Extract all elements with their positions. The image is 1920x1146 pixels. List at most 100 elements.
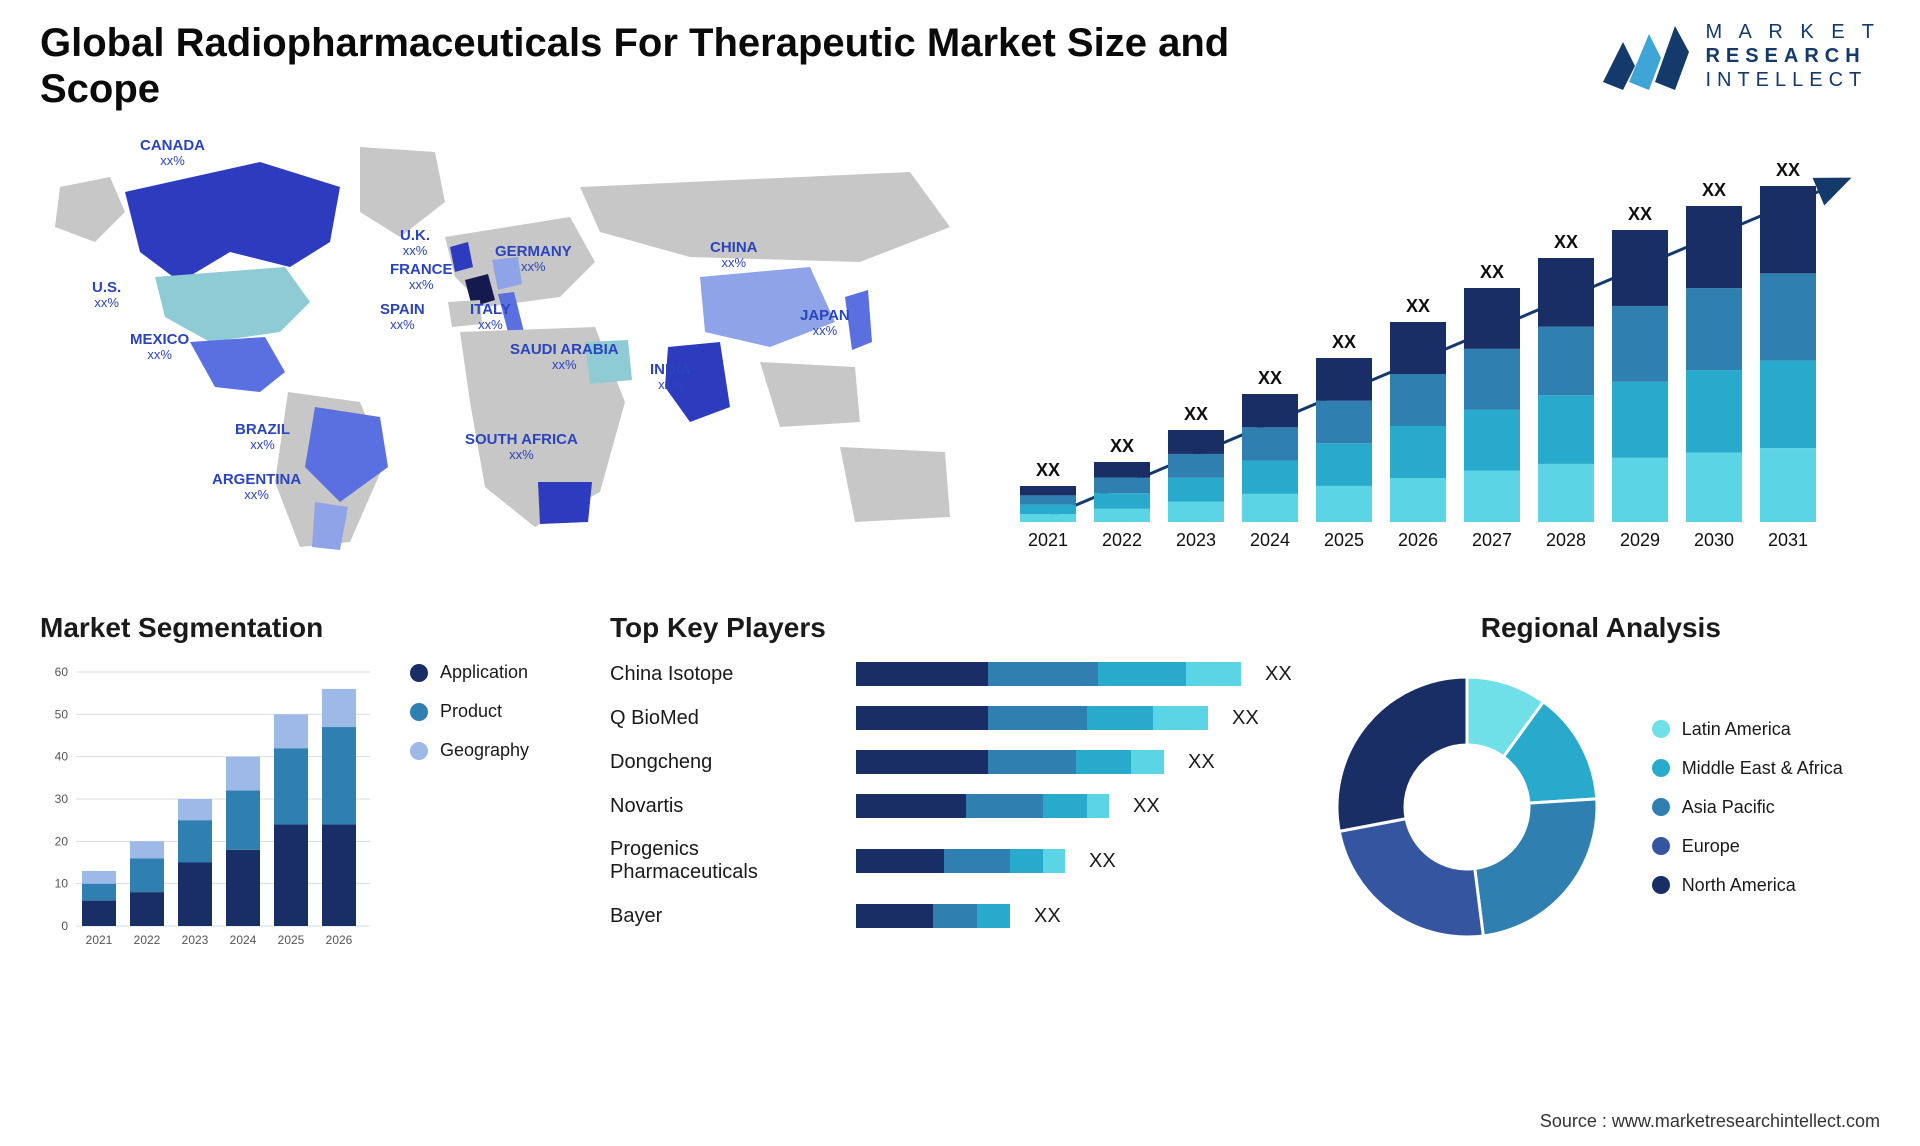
map-label-china: CHINAxx% (710, 240, 758, 269)
player-bar-seg (988, 706, 1087, 730)
player-bar-seg (856, 750, 988, 774)
player-bar-seg (1076, 750, 1131, 774)
map-label-u-k-: U.K.xx% (400, 228, 430, 257)
logo-line1: M A R K E T (1705, 20, 1880, 44)
legend-swatch (1652, 876, 1670, 894)
player-row-q-biomed: Q BioMed XX (610, 706, 1292, 730)
seg-ytick: 30 (55, 792, 69, 806)
donut-slice-north-america (1337, 677, 1467, 831)
regional-title: Regional Analysis (1322, 612, 1880, 644)
map-region-south-africa (538, 482, 592, 524)
bottom-row: Market Segmentation 01020304050602021202… (40, 612, 1880, 962)
forecast-bar-2022-seg2 (1094, 478, 1150, 494)
brand-logo: M A R K E T RESEARCH INTELLECT (1601, 20, 1880, 92)
forecast-bar-2031-seg0 (1760, 448, 1816, 522)
seg-xtick: 2022 (134, 933, 161, 947)
top-row: CANADAxx%U.S.xx%MEXICOxx%BRAZILxx%ARGENT… (40, 132, 1880, 572)
segmentation-body: 0102030405060202120222023202420252026 Ap… (40, 662, 580, 962)
forecast-bar-2029-seg3 (1612, 230, 1668, 306)
forecast-bar-2026-seg2 (1390, 374, 1446, 426)
seg-bar-2026-geography (322, 689, 356, 727)
seg-legend-product: Product (410, 701, 529, 722)
map-region-argentina (312, 502, 348, 550)
player-name: Bayer (610, 905, 840, 928)
player-bar-seg (1043, 849, 1065, 873)
map-label-spain: SPAINxx% (380, 302, 425, 331)
player-row-china-isotope: China IsotopeXX (610, 662, 1292, 686)
players-title: Top Key Players (610, 612, 1292, 644)
player-bar-seg (988, 662, 1098, 686)
regional-legend: Latin AmericaMiddle East & AfricaAsia Pa… (1652, 719, 1843, 896)
forecast-bar-2030-seg1 (1686, 370, 1742, 452)
player-value: XX (1133, 795, 1160, 818)
forecast-bar-2023-seg1 (1168, 478, 1224, 502)
forecast-value-2030: XX (1702, 180, 1726, 200)
forecast-value-2029: XX (1628, 204, 1652, 224)
regional-legend-north-america: North America (1652, 875, 1843, 896)
player-bar-seg (1043, 794, 1087, 818)
player-bar-seg (1131, 750, 1164, 774)
forecast-bar-2027-seg1 (1464, 410, 1520, 471)
regional-panel: Regional Analysis Latin AmericaMiddle Ea… (1322, 612, 1880, 962)
seg-bar-2026-product (322, 727, 356, 824)
player-value: XX (1232, 707, 1259, 730)
legend-swatch (410, 703, 428, 721)
forecast-bar-2026-seg1 (1390, 426, 1446, 478)
player-name: Progenics Pharmaceuticals (610, 838, 840, 884)
page: Global Radiopharmaceuticals For Therapeu… (0, 0, 1920, 1146)
logo-line3: INTELLECT (1705, 68, 1880, 92)
forecast-bar-2030-seg0 (1686, 452, 1742, 522)
map-label-argentina: ARGENTINAxx% (212, 472, 301, 501)
forecast-year-2021: 2021 (1028, 530, 1068, 550)
player-row-dongcheng: DongchengXX (610, 750, 1292, 774)
source-label: Source : www.marketresearchintellect.com (1540, 1111, 1880, 1132)
forecast-bar-2026-seg3 (1390, 322, 1446, 374)
header: Global Radiopharmaceuticals For Therapeu… (40, 20, 1880, 112)
world-map-panel: CANADAxx%U.S.xx%MEXICOxx%BRAZILxx%ARGENT… (40, 132, 960, 572)
seg-xtick: 2024 (230, 933, 257, 947)
forecast-year-2026: 2026 (1398, 530, 1438, 550)
legend-label: Product (440, 701, 502, 722)
forecast-bar-2027-seg2 (1464, 349, 1520, 410)
forecast-bar-2021-seg0 (1020, 514, 1076, 522)
forecast-year-2029: 2029 (1620, 530, 1660, 550)
legend-swatch (1652, 759, 1670, 777)
players-panel: Top Key Players China IsotopeXX Q BioMed X… (610, 612, 1292, 962)
regional-legend-middle-east-africa: Middle East & Africa (1652, 758, 1843, 779)
seg-bar-2021-geography (82, 871, 116, 884)
forecast-bar-2023-seg3 (1168, 430, 1224, 454)
forecast-year-2024: 2024 (1250, 530, 1290, 550)
seg-bar-2021-product (82, 884, 116, 901)
regional-donut-chart (1322, 662, 1612, 952)
player-row-novartis: Novartis XX (610, 794, 1292, 818)
forecast-value-2023: XX (1184, 404, 1208, 424)
forecast-bar-2023-seg2 (1168, 454, 1224, 478)
map-label-canada: CANADAxx% (140, 138, 205, 167)
seg-ytick: 0 (61, 919, 68, 933)
forecast-year-2022: 2022 (1102, 530, 1142, 550)
map-region-alaska (55, 177, 125, 242)
map-label-germany: GERMANYxx% (495, 244, 572, 273)
segmentation-legend: ApplicationProductGeography (410, 662, 529, 962)
donut-slice-europe (1339, 819, 1483, 937)
player-bar (856, 662, 1241, 686)
forecast-value-2026: XX (1406, 296, 1430, 316)
forecast-bar-2027-seg3 (1464, 288, 1520, 349)
forecast-bar-2022-seg0 (1094, 509, 1150, 522)
map-region-mexico (190, 337, 285, 392)
forecast-bar-2028-seg0 (1538, 464, 1594, 522)
seg-bar-2022-geography (130, 841, 164, 858)
map-region-sea (760, 362, 860, 427)
seg-bar-2022-product (130, 858, 164, 892)
player-bar-seg (856, 849, 944, 873)
player-name: Novartis (610, 795, 840, 818)
seg-xtick: 2023 (182, 933, 209, 947)
player-row-bayer: BayerXX (610, 904, 1292, 928)
forecast-year-2028: 2028 (1546, 530, 1586, 550)
player-bar-seg (1098, 662, 1186, 686)
player-bar-seg (1153, 706, 1208, 730)
seg-xtick: 2025 (278, 933, 305, 947)
player-name: Q BioMed (610, 707, 840, 730)
seg-legend-application: Application (410, 662, 529, 683)
forecast-chart: XX2021XX2022XX2023XX2024XX2025XX2026XX20… (1000, 132, 1860, 562)
